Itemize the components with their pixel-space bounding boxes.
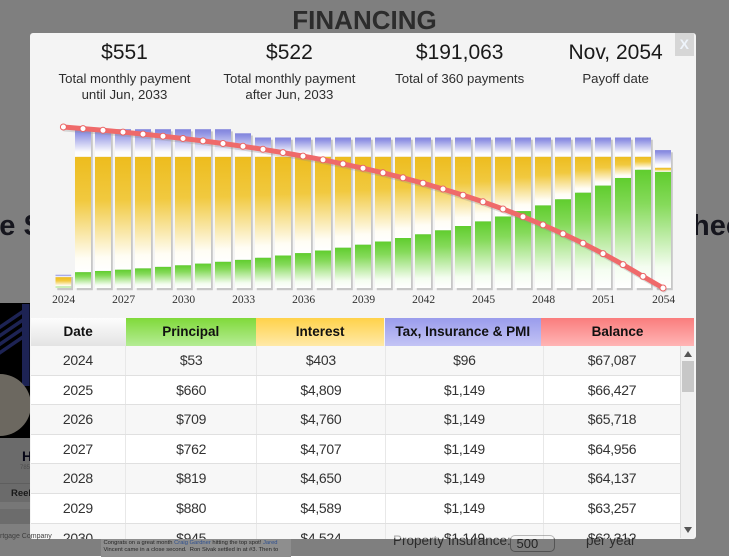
svg-text:2027: 2027 — [112, 294, 135, 306]
svg-text:2033: 2033 — [232, 294, 255, 306]
svg-text:2042: 2042 — [412, 294, 435, 306]
svg-text:2051: 2051 — [592, 294, 615, 306]
svg-text:2039: 2039 — [352, 294, 375, 306]
svg-text:2036: 2036 — [292, 294, 315, 306]
svg-text:2045: 2045 — [472, 294, 495, 306]
svg-text:2054: 2054 — [652, 294, 675, 306]
svg-text:2030: 2030 — [172, 294, 195, 306]
svg-text:2024: 2024 — [52, 294, 75, 306]
svg-text:2048: 2048 — [532, 294, 555, 306]
